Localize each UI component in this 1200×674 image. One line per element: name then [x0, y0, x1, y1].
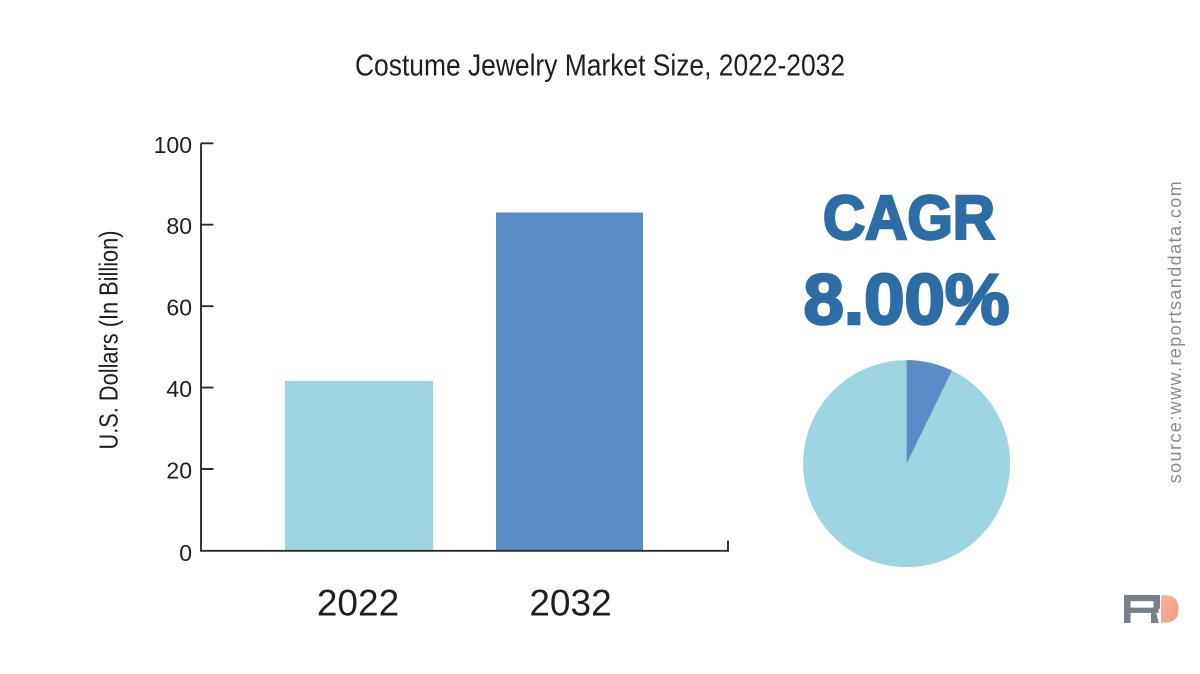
- svg-text:2032: 2032: [529, 583, 611, 624]
- svg-text:source:www.reportsanddata.com: source:www.reportsanddata.com: [1165, 181, 1185, 483]
- svg-text:Costume Jewelry Market Size, 2: Costume Jewelry Market Size, 2022-2032: [355, 48, 845, 83]
- svg-text:U.S. Dollars (In Billion): U.S. Dollars (In Billion): [94, 231, 124, 450]
- svg-text:60: 60: [166, 295, 192, 321]
- svg-text:80: 80: [166, 213, 192, 239]
- svg-text:100: 100: [154, 132, 192, 158]
- svg-text:CAGR: CAGR: [823, 184, 995, 253]
- svg-text:0: 0: [179, 540, 192, 566]
- svg-text:40: 40: [166, 376, 192, 402]
- svg-text:20: 20: [166, 458, 192, 484]
- svg-text:8.00%: 8.00%: [804, 261, 1010, 340]
- svg-text:2022: 2022: [317, 583, 399, 624]
